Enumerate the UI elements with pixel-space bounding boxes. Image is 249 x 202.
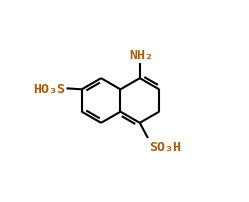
Text: HO₃S: HO₃S (33, 82, 65, 95)
Text: NH₂: NH₂ (129, 49, 153, 62)
Text: SO₃H: SO₃H (149, 140, 181, 153)
